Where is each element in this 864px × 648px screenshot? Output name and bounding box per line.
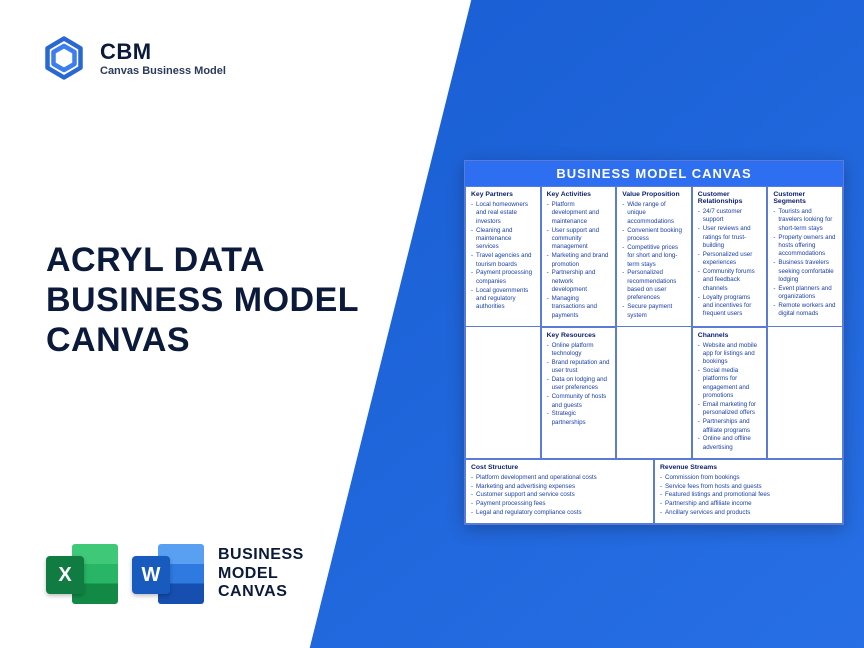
- canvas-grid: Key Partners Local homeowners and real e…: [465, 186, 843, 524]
- headline-line-3: CANVAS: [46, 320, 359, 360]
- file-format-label: BUSINESS MODEL CANVAS: [218, 546, 304, 601]
- list-item: Community of hosts and guests: [547, 393, 611, 410]
- format-label-line-1: BUSINESS: [218, 546, 304, 564]
- cell-spacer-left: [465, 327, 541, 459]
- list-item: User support and community management: [547, 227, 611, 252]
- list-item: Local homeowners and real estate investo…: [471, 201, 535, 226]
- word-badge-letter: W: [132, 556, 170, 594]
- list-value-proposition: Wide range of unique accommodationsConve…: [622, 201, 686, 320]
- list-item: Customer support and service costs: [471, 491, 648, 499]
- list-item: Partnerships and affiliate programs: [698, 418, 762, 435]
- list-item: Event planners and organizations: [773, 285, 837, 302]
- list-item: Strategic partnerships: [547, 410, 611, 427]
- list-item: Commission from bookings: [660, 474, 837, 482]
- list-item: Managing transactions and payments: [547, 295, 611, 320]
- heading-customer-segments: Customer Segments: [773, 191, 837, 205]
- cell-spacer-right: [767, 327, 843, 459]
- list-item: Featured listings and promotional fees: [660, 491, 837, 499]
- list-cost-structure: Platform development and operational cos…: [471, 474, 648, 518]
- list-item: Travel agencies and tourism boards: [471, 252, 535, 269]
- cell-value-proposition: Value Proposition Wide range of unique a…: [616, 186, 692, 327]
- list-item: Personalized user experiences: [698, 251, 762, 268]
- heading-revenue-streams: Revenue Streams: [660, 464, 837, 471]
- list-item: Competitive prices for short and long-te…: [622, 244, 686, 269]
- brand-subtitle: Canvas Business Model: [100, 65, 226, 77]
- list-item: Loyalty programs and incentives for freq…: [698, 294, 762, 319]
- brand-acronym: CBM: [100, 39, 226, 65]
- format-label-line-2: MODEL: [218, 565, 304, 583]
- cell-channels: Channels Website and mobile app for list…: [692, 327, 768, 459]
- canvas-row-bottom: Cost Structure Platform development and …: [465, 459, 843, 524]
- heading-value-proposition: Value Proposition: [622, 191, 686, 198]
- heading-key-partners: Key Partners: [471, 191, 535, 198]
- list-item: Marketing and advertising expenses: [471, 483, 648, 491]
- list-item: Email marketing for personalized offers: [698, 401, 762, 418]
- list-item: Cleaning and maintenance services: [471, 227, 535, 252]
- heading-channels: Channels: [698, 332, 762, 339]
- heading-cost-structure: Cost Structure: [471, 464, 648, 471]
- list-revenue-streams: Commission from bookingsService fees fro…: [660, 474, 837, 518]
- list-item: Data on lodging and user preferences: [547, 376, 611, 393]
- list-item: Platform development and maintenance: [547, 201, 611, 226]
- list-item: Convenient booking process: [622, 227, 686, 244]
- list-item: Social media platforms for engagement an…: [698, 367, 762, 400]
- cell-key-partners: Key Partners Local homeowners and real e…: [465, 186, 541, 327]
- cell-key-activities: Key Activities Platform development and …: [541, 186, 617, 327]
- list-item: Legal and regulatory compliance costs: [471, 509, 648, 517]
- heading-customer-relationships: Customer Relationships: [698, 191, 762, 205]
- headline-line-2: BUSINESS MODEL: [46, 280, 359, 320]
- list-item: Service fees from hosts and guests: [660, 483, 837, 491]
- brand-logo-text: CBM Canvas Business Model: [100, 39, 226, 77]
- list-item: Marketing and brand promotion: [547, 252, 611, 269]
- list-item: Remote workers and digital nomads: [773, 302, 837, 319]
- list-item: Community forums and feedback channels: [698, 268, 762, 293]
- list-item: Payment processing companies: [471, 269, 535, 286]
- list-item: Platform development and operational cos…: [471, 474, 648, 482]
- list-item: Online and offline advertising: [698, 435, 762, 452]
- file-format-cluster: X W BUSINESS MODEL CANVAS: [46, 538, 304, 610]
- list-item: 24/7 customer support: [698, 208, 762, 225]
- brand-logo-icon: [40, 34, 88, 82]
- cell-cost-structure: Cost Structure Platform development and …: [465, 459, 654, 524]
- canvas-title: BUSINESS MODEL CANVAS: [465, 161, 843, 186]
- heading-key-resources: Key Resources: [547, 332, 611, 339]
- list-item: Ancillary services and products: [660, 509, 837, 517]
- list-customer-relationships: 24/7 customer supportUser reviews and ra…: [698, 208, 762, 319]
- list-item: Local governments and regulatory authori…: [471, 287, 535, 312]
- cell-spacer-mid: [616, 327, 692, 459]
- format-label-line-3: CANVAS: [218, 583, 304, 601]
- cell-revenue-streams: Revenue Streams Commission from bookings…: [654, 459, 843, 524]
- list-item: Partnership and affiliate income: [660, 500, 837, 508]
- business-model-canvas-card: BUSINESS MODEL CANVAS Key Partners Local…: [464, 160, 844, 525]
- cell-key-resources: Key Resources Online platform technology…: [541, 327, 617, 459]
- excel-badge-letter: X: [46, 556, 84, 594]
- list-item: Personalized recommendations based on us…: [622, 269, 686, 302]
- list-item: Website and mobile app for listings and …: [698, 342, 762, 367]
- brand-logo-block: CBM Canvas Business Model: [40, 34, 226, 82]
- heading-key-activities: Key Activities: [547, 191, 611, 198]
- list-item: Payment processing fees: [471, 500, 648, 508]
- canvas-row-top: Key Partners Local homeowners and real e…: [465, 186, 843, 327]
- list-item: Brand reputation and user trust: [547, 359, 611, 376]
- headline-line-1: ACRYL DATA: [46, 240, 359, 280]
- cell-customer-relationships: Customer Relationships 24/7 customer sup…: [692, 186, 768, 327]
- list-key-partners: Local homeowners and real estate investo…: [471, 201, 535, 312]
- list-item: Property owners and hosts offering accom…: [773, 234, 837, 259]
- list-key-activities: Platform development and maintenanceUser…: [547, 201, 611, 320]
- list-item: Wide range of unique accommodations: [622, 201, 686, 226]
- list-item: Tourists and travelers looking for short…: [773, 208, 837, 233]
- list-item: Partnership and network development: [547, 269, 611, 294]
- cell-customer-segments: Customer Segments Tourists and travelers…: [767, 186, 843, 327]
- list-item: User reviews and ratings for trust-build…: [698, 225, 762, 250]
- list-key-resources: Online platform technologyBrand reputati…: [547, 342, 611, 428]
- list-item: Secure payment system: [622, 303, 686, 320]
- list-channels: Website and mobile app for listings and …: [698, 342, 762, 453]
- list-item: Business travelers seeking comfortable l…: [773, 259, 837, 284]
- canvas-row-middle: Key Resources Online platform technology…: [465, 327, 843, 459]
- excel-icon: X: [46, 538, 118, 610]
- word-icon: W: [132, 538, 204, 610]
- list-item: Online platform technology: [547, 342, 611, 359]
- page-title: ACRYL DATA BUSINESS MODEL CANVAS: [46, 240, 359, 360]
- list-customer-segments: Tourists and travelers looking for short…: [773, 208, 837, 319]
